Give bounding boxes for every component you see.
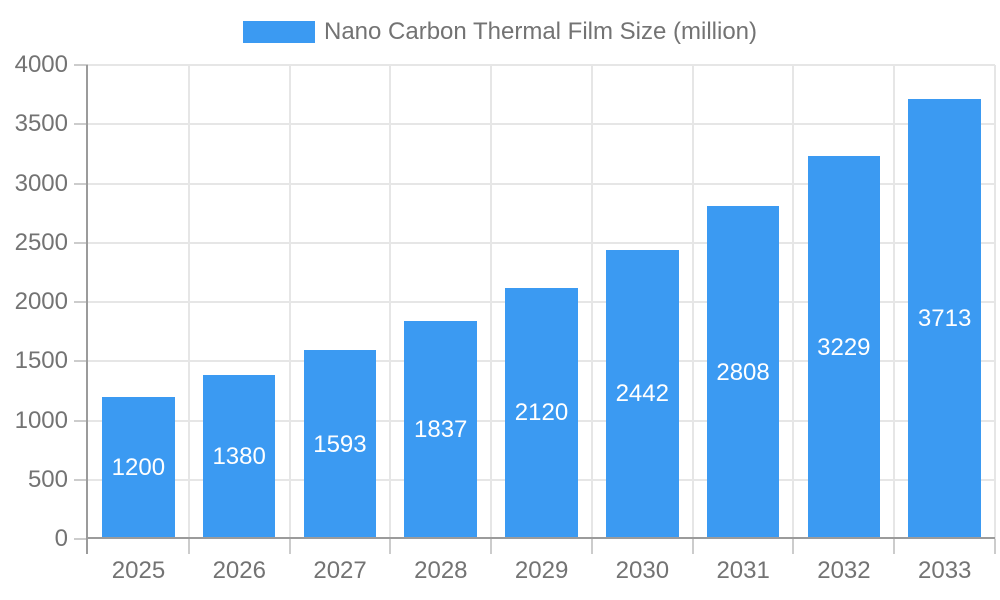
bar-value-label: 3229 <box>817 335 871 360</box>
y-tick-mark <box>74 419 88 422</box>
y-axis-tick-label: 500 <box>27 465 68 493</box>
gridline-vertical <box>792 65 795 539</box>
bar-value-label: 1593 <box>313 432 367 457</box>
bar-value-label: 1837 <box>414 418 468 443</box>
x-axis-tick-label: 2030 <box>615 557 670 584</box>
x-axis-tick-label: 2027 <box>313 557 367 584</box>
x-axis-tick-label: 2028 <box>414 557 468 584</box>
y-axis-tick-label: 3500 <box>14 110 68 138</box>
gridline-vertical <box>288 65 291 539</box>
y-axis-line <box>86 65 88 554</box>
x-tick-mark <box>893 539 896 554</box>
y-tick-mark <box>74 241 88 244</box>
gridline-horizontal <box>88 123 995 126</box>
bar[interactable]: 3713 <box>908 99 981 539</box>
bar[interactable]: 1380 <box>202 375 276 539</box>
y-tick-mark <box>74 182 88 185</box>
y-axis-tick-label: 2000 <box>14 288 68 315</box>
bar-value-label: 1380 <box>212 445 266 470</box>
x-tick-mark <box>288 539 291 554</box>
bar[interactable]: 2808 <box>706 206 780 539</box>
gridline-vertical <box>590 65 593 539</box>
gridline-vertical <box>490 65 493 539</box>
bar[interactable]: 1593 <box>303 350 377 539</box>
y-tick-mark <box>74 123 88 126</box>
y-axis-tick-label: 1000 <box>14 406 68 434</box>
y-tick-mark <box>74 301 88 303</box>
y-axis-tick-label: 2500 <box>14 228 68 256</box>
gridline-vertical <box>893 65 896 539</box>
bar-value-label: 2442 <box>615 382 669 407</box>
gridline-vertical <box>389 65 392 539</box>
gridline-horizontal <box>88 64 995 66</box>
gridline-horizontal <box>88 241 995 244</box>
x-axis-tick-label: 2032 <box>817 557 871 584</box>
y-axis-tick-label: 4000 <box>14 51 68 78</box>
x-tick-mark <box>187 539 190 554</box>
x-axis-tick-label: 2025 <box>111 557 166 584</box>
x-axis-tick-label: 2029 <box>514 557 569 584</box>
bar-value-label: 3713 <box>917 306 972 331</box>
bar[interactable]: 2120 <box>505 287 578 539</box>
gridline-vertical <box>187 65 190 539</box>
bar[interactable]: 1837 <box>404 321 477 539</box>
x-axis-tick-label: 2033 <box>918 557 972 584</box>
bar[interactable]: 2442 <box>605 249 679 539</box>
y-axis-tick-label: 3000 <box>14 169 68 197</box>
x-tick-mark <box>792 539 795 554</box>
x-axis-tick-label: 2031 <box>716 557 770 584</box>
x-tick-mark <box>389 539 392 554</box>
y-tick-mark <box>74 478 88 481</box>
gridline-vertical <box>994 65 996 539</box>
x-tick-mark <box>994 539 996 554</box>
bar-value-label: 2120 <box>514 401 569 426</box>
y-axis-tick-label: 1500 <box>14 347 68 375</box>
legend-label: Nano Carbon Thermal Film Size (million) <box>323 18 758 45</box>
legend-swatch-icon <box>242 21 315 43</box>
bar[interactable]: 3229 <box>807 156 881 539</box>
x-tick-mark <box>691 539 694 554</box>
x-tick-mark <box>590 539 593 554</box>
chart-legend[interactable]: Nano Carbon Thermal Film Size (million) <box>0 14 1000 50</box>
bar-value-label: 1200 <box>111 455 166 480</box>
x-tick-mark <box>490 539 493 554</box>
bar[interactable]: 1200 <box>102 396 175 539</box>
y-tick-mark <box>74 360 88 363</box>
y-axis-tick-label: 0 <box>54 525 68 552</box>
x-axis-line <box>88 537 995 539</box>
bar-value-label: 2808 <box>716 360 770 385</box>
gridline-horizontal <box>88 182 995 185</box>
x-axis-tick-label: 2026 <box>212 557 266 584</box>
y-tick-mark <box>74 64 88 66</box>
gridline-vertical <box>691 65 694 539</box>
y-tick-mark <box>74 538 88 540</box>
